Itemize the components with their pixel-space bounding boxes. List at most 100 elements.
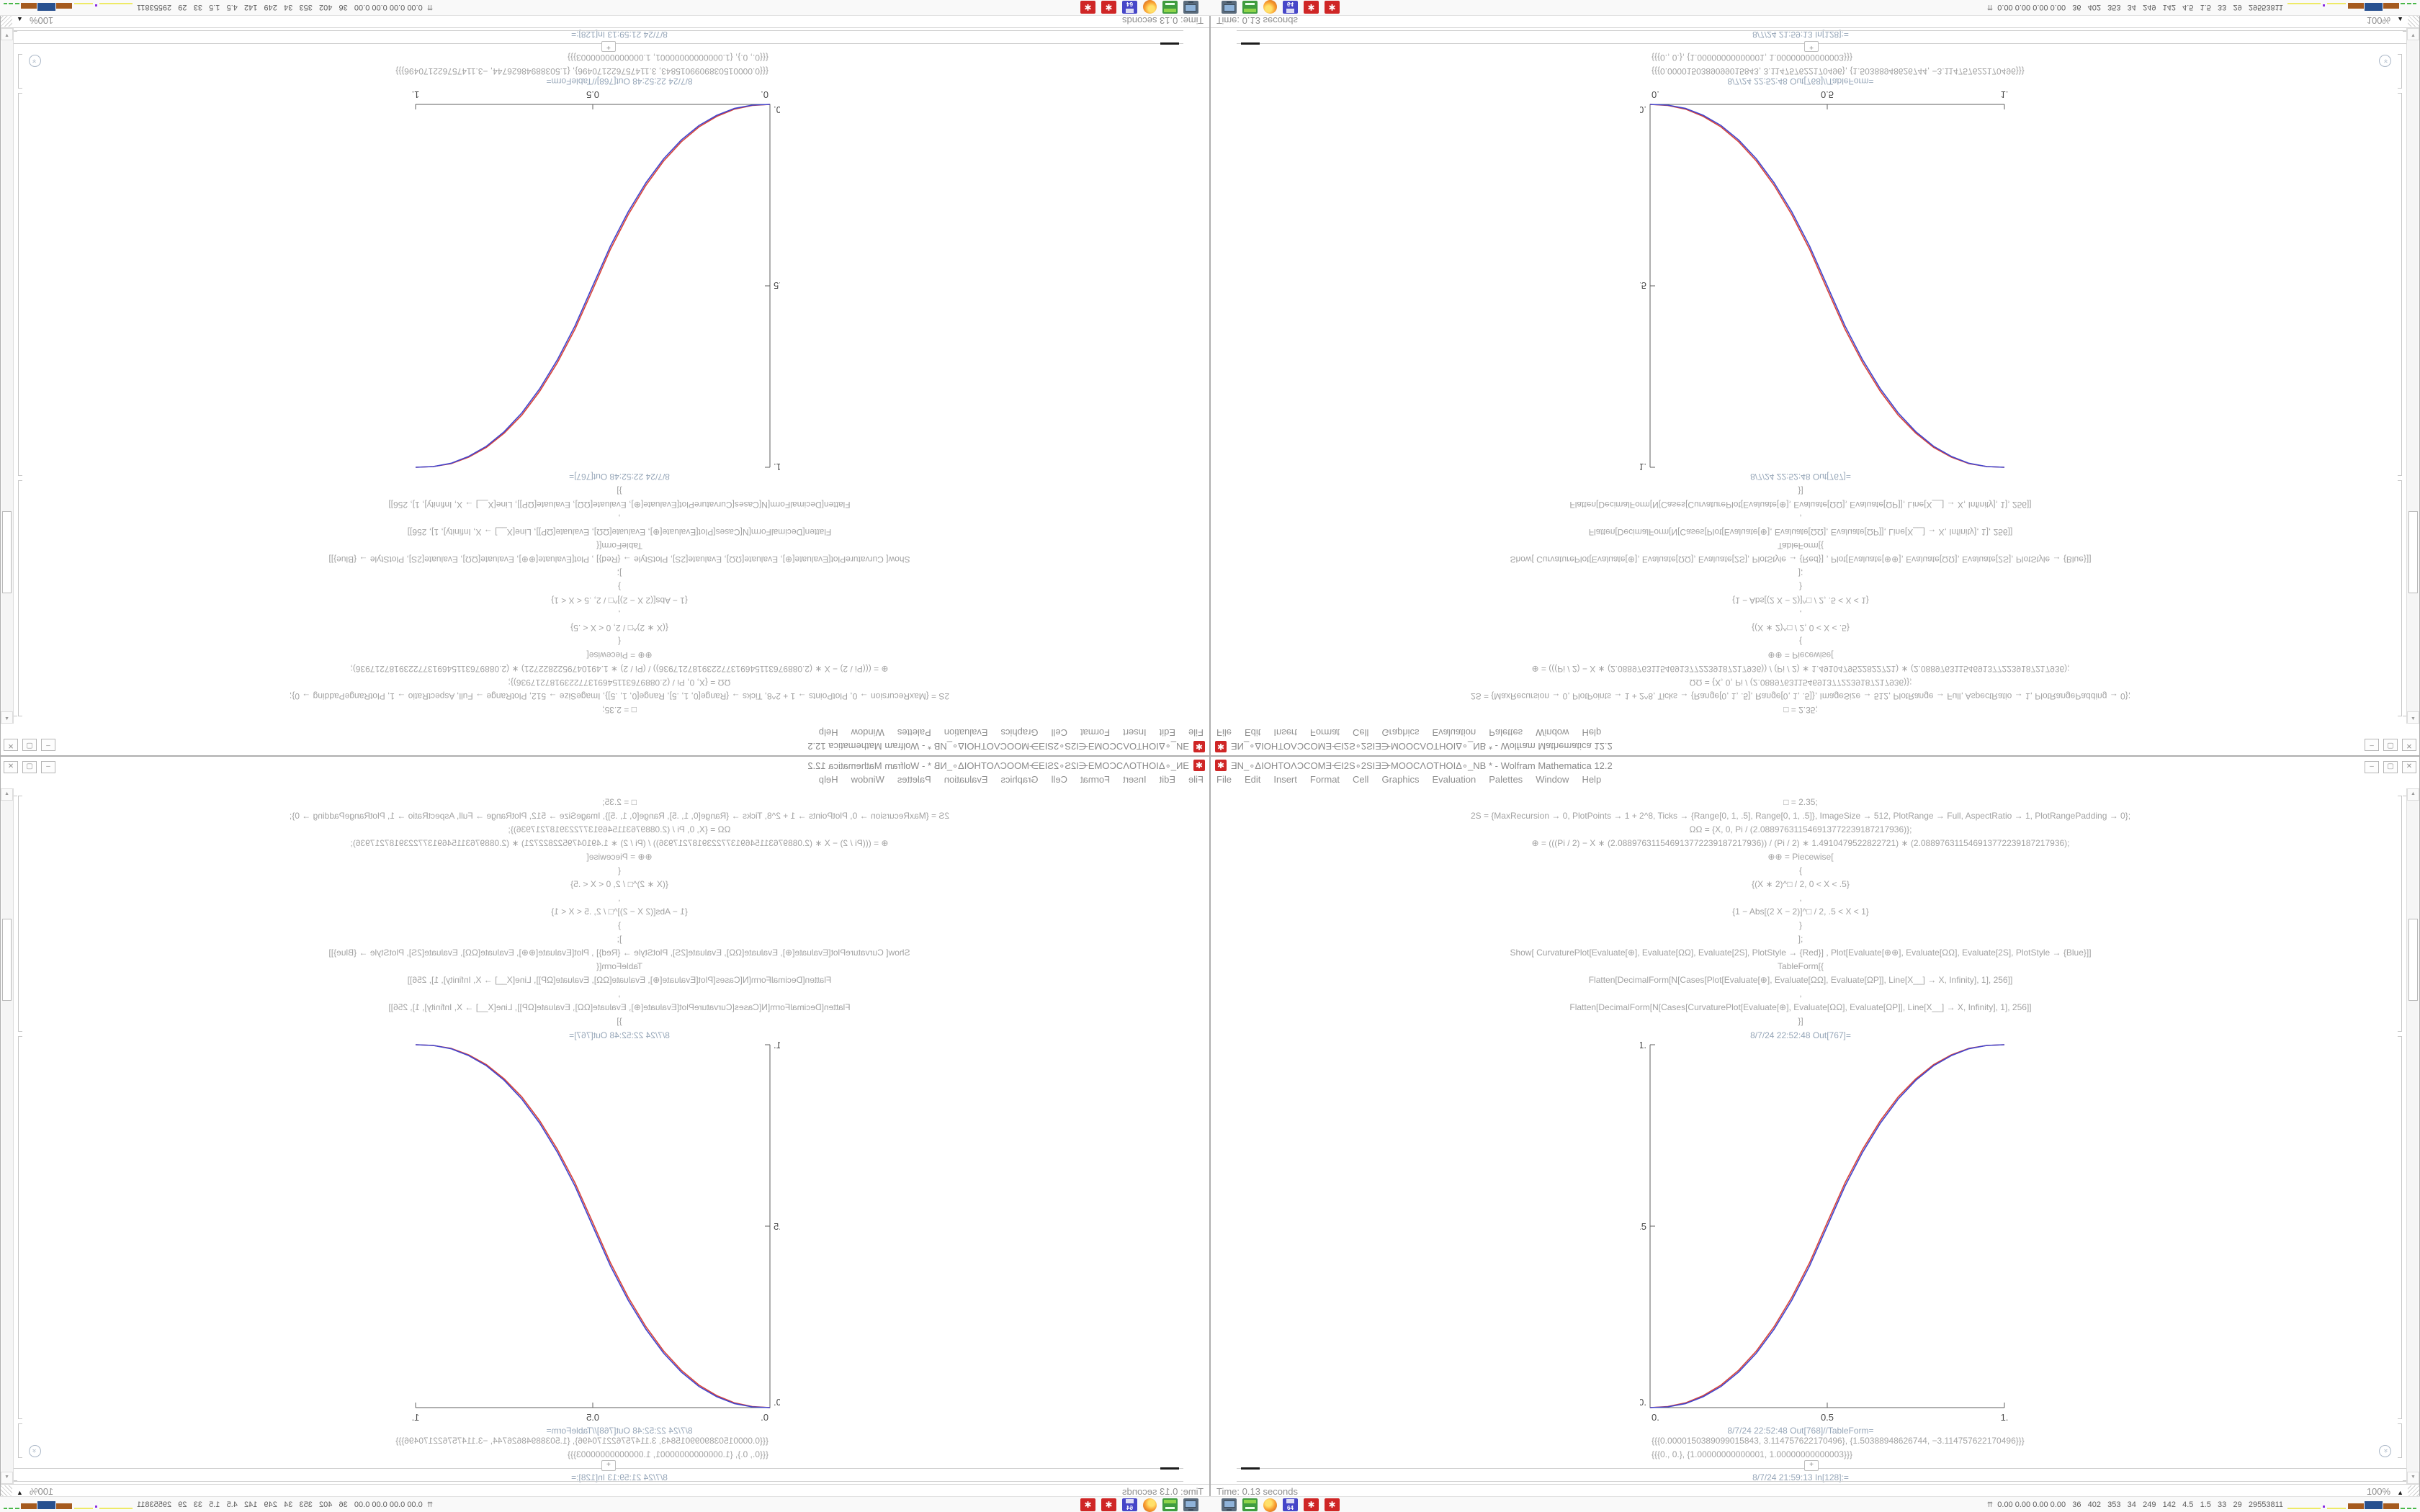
firefox-icon[interactable] — [1143, 0, 1157, 14]
plot-cell-bracket[interactable] — [2398, 1036, 2402, 1419]
close-button[interactable]: ✕ — [4, 739, 18, 751]
resize-grip[interactable] — [1, 15, 12, 27]
cell-insertion-line[interactable] — [1237, 42, 2408, 45]
menu-evaluation[interactable]: Evaluation — [944, 727, 988, 738]
title-bar[interactable]: ✱ ƎN_∘ΔIOHTOΛϽCOMƎ⋲I2S∘2SIƎ⋺MOOCΛOTHOIΔ∘… — [1, 738, 1209, 755]
menu-graphics[interactable]: Graphics — [1381, 774, 1420, 785]
scroll-down-arrow[interactable]: ▼ — [2407, 28, 2419, 40]
title-bar[interactable]: ✱ ƎN_∘ΔIOHTOΛϽCOMƎ⋲I2S∘2SIƎ⋺MOOCΛOTHOIΔ∘… — [1, 757, 1209, 774]
table-cell-bracket[interactable] — [2398, 54, 2402, 89]
menu-graphics[interactable]: Graphics — [1000, 774, 1039, 785]
insert-cell-plus-button[interactable]: + — [601, 41, 616, 52]
title-bar[interactable]: ✱ ƎN_∘ΔIOHTOΛϽCOMƎ⋲I2S∘2SIƎ⋺MOOCΛOTHOIΔ∘… — [1211, 738, 2419, 755]
cell-insertion-line[interactable] — [12, 42, 1183, 45]
menu-insert[interactable]: Insert — [1123, 727, 1147, 738]
scrollbar-thumb[interactable] — [2408, 919, 2418, 1001]
menu-file[interactable]: File — [1216, 774, 1232, 785]
mathematica-taskbar-icon[interactable]: ✱ — [1101, 1498, 1116, 1511]
menu-insert[interactable]: Insert — [1273, 727, 1297, 738]
close-button[interactable]: ✕ — [2402, 739, 2416, 751]
maximize-button[interactable]: ▢ — [2383, 739, 2398, 751]
table-cell-bracket[interactable] — [18, 54, 22, 89]
cell-insertion-line-2[interactable] — [12, 30, 1183, 31]
menu-edit[interactable]: Edit — [1244, 774, 1261, 785]
menu-cell[interactable]: Cell — [1353, 727, 1369, 738]
remote-desktop-icon[interactable] — [1222, 1498, 1237, 1511]
minimize-button[interactable]: – — [2365, 761, 2379, 773]
maximize-button[interactable]: ▢ — [22, 739, 37, 751]
mathematica-taskbar-icon[interactable]: ✱ — [1101, 1, 1116, 14]
floppy-64-icon[interactable]: 64 — [1283, 1, 1298, 14]
menu-evaluation[interactable]: Evaluation — [1432, 727, 1476, 738]
input-cell-bracket[interactable] — [18, 796, 22, 1032]
menu-file[interactable]: File — [1188, 727, 1204, 738]
input-cell[interactable]: □ = 2.35; 2S = {MaxRecursion → 0, PlotPoi… — [30, 484, 1209, 716]
plot-cell-bracket[interactable] — [2398, 93, 2402, 476]
menu-palettes[interactable]: Palettes — [897, 774, 931, 785]
notebook-content[interactable]: □ = 2.35; 2S = {MaxRecursion → 0, PlotPoi… — [1211, 28, 2419, 724]
scroll-up-arrow[interactable]: ▲ — [2407, 788, 2419, 801]
floppy-64-icon[interactable]: 64 — [1283, 1498, 1298, 1511]
vertical-scrollbar[interactable]: ▲ ▼ — [1, 788, 14, 1484]
minimize-button[interactable]: – — [41, 739, 55, 751]
menu-help[interactable]: Help — [818, 727, 838, 738]
drive-icon[interactable] — [1162, 1, 1178, 14]
firefox-icon[interactable] — [1263, 0, 1277, 14]
maximize-button[interactable]: ▢ — [2383, 761, 2398, 773]
zoom-control[interactable]: 100% ▲ — [2367, 1486, 2403, 1497]
menu-help[interactable]: Help — [1582, 727, 1602, 738]
input-cell-bracket[interactable] — [2398, 796, 2402, 1032]
mathematica-taskbar-icon-2[interactable]: ✱ — [1080, 1498, 1095, 1511]
menu-cell[interactable]: Cell — [1051, 727, 1067, 738]
input-cell[interactable]: □ = 2.35; 2S = {MaxRecursion → 0, PlotPoi… — [1211, 484, 2390, 716]
drive-icon[interactable] — [1242, 1498, 1258, 1511]
minimize-button[interactable]: – — [41, 761, 55, 773]
menu-edit[interactable]: Edit — [1159, 727, 1176, 738]
input-cell[interactable]: □ = 2.35; 2S = {MaxRecursion → 0, PlotPoi… — [1211, 796, 2390, 1028]
scrollbar-thumb[interactable] — [2, 919, 12, 1001]
menu-palettes[interactable]: Palettes — [1489, 774, 1523, 785]
table-cell-bracket[interactable] — [18, 1423, 22, 1458]
menu-format[interactable]: Format — [1309, 727, 1340, 738]
notebook-content[interactable]: □ = 2.35; 2S = {MaxRecursion → 0, PlotPoi… — [1, 28, 1209, 724]
collapse-chevron-icon[interactable]: » — [29, 55, 41, 67]
menu-window[interactable]: Window — [851, 774, 884, 785]
scroll-up-arrow[interactable]: ▲ — [1, 711, 13, 724]
notebook-content[interactable]: □ = 2.35; 2S = {MaxRecursion → 0, PlotPoi… — [1, 788, 1209, 1484]
resize-grip[interactable] — [2408, 1485, 2419, 1497]
mathematica-taskbar-icon[interactable]: ✱ — [1304, 1498, 1319, 1511]
title-bar[interactable]: ✱ ƎN_∘ΔIOHTOΛϽCOMƎ⋲I2S∘2SIƎ⋺MOOCΛOTHOIΔ∘… — [1211, 757, 2419, 774]
close-button[interactable]: ✕ — [2402, 761, 2416, 773]
vertical-scrollbar[interactable]: ▲ ▼ — [2406, 28, 2419, 724]
drive-icon[interactable] — [1162, 1498, 1178, 1511]
firefox-icon[interactable] — [1143, 1498, 1157, 1512]
menu-cell[interactable]: Cell — [1353, 774, 1369, 785]
remote-desktop-icon[interactable] — [1222, 1, 1237, 14]
close-button[interactable]: ✕ — [4, 761, 18, 773]
menu-graphics[interactable]: Graphics — [1000, 727, 1039, 738]
menu-help[interactable]: Help — [1582, 774, 1602, 785]
plot-cell-bracket[interactable] — [18, 93, 22, 476]
mathematica-taskbar-icon[interactable]: ✱ — [1304, 1, 1319, 14]
menu-insert[interactable]: Insert — [1123, 774, 1147, 785]
drive-icon[interactable] — [1242, 1, 1258, 14]
menu-file[interactable]: File — [1216, 727, 1232, 738]
collapse-chevron-icon[interactable]: » — [29, 1445, 41, 1457]
insert-cell-plus-button[interactable]: + — [601, 1460, 616, 1471]
floppy-64-icon[interactable]: 64 — [1122, 1, 1137, 14]
cell-insertion-line-2[interactable] — [12, 1481, 1183, 1482]
menu-evaluation[interactable]: Evaluation — [1432, 774, 1476, 785]
scroll-down-arrow[interactable]: ▼ — [1, 28, 13, 40]
vertical-scrollbar[interactable]: ▲ ▼ — [2406, 788, 2419, 1484]
collapse-chevron-icon[interactable]: » — [2379, 55, 2391, 67]
input-cell-bracket[interactable] — [2398, 480, 2402, 716]
menu-file[interactable]: File — [1188, 774, 1204, 785]
mathematica-taskbar-icon-2[interactable]: ✱ — [1325, 1498, 1340, 1511]
zoom-control[interactable]: 100% ▲ — [17, 15, 53, 26]
cell-insertion-line[interactable] — [12, 1467, 1183, 1470]
menu-cell[interactable]: Cell — [1051, 774, 1067, 785]
menu-window[interactable]: Window — [1536, 774, 1569, 785]
mathematica-taskbar-icon-2[interactable]: ✱ — [1080, 1, 1095, 14]
menu-help[interactable]: Help — [818, 774, 838, 785]
cell-insertion-line[interactable] — [1237, 1467, 2408, 1470]
